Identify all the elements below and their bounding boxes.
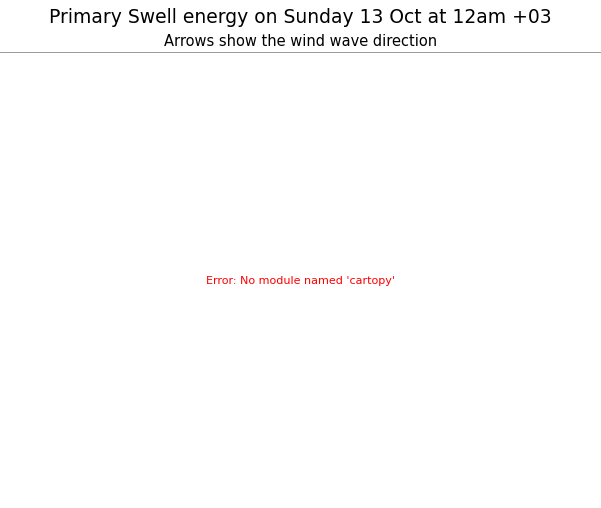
Text: Primary Swell energy on Sunday 13 Oct at 12am +03: Primary Swell energy on Sunday 13 Oct at… [49, 8, 552, 26]
Text: Arrows show the wind wave direction: Arrows show the wind wave direction [164, 34, 437, 49]
Text: Error: No module named 'cartopy': Error: No module named 'cartopy' [206, 276, 395, 285]
